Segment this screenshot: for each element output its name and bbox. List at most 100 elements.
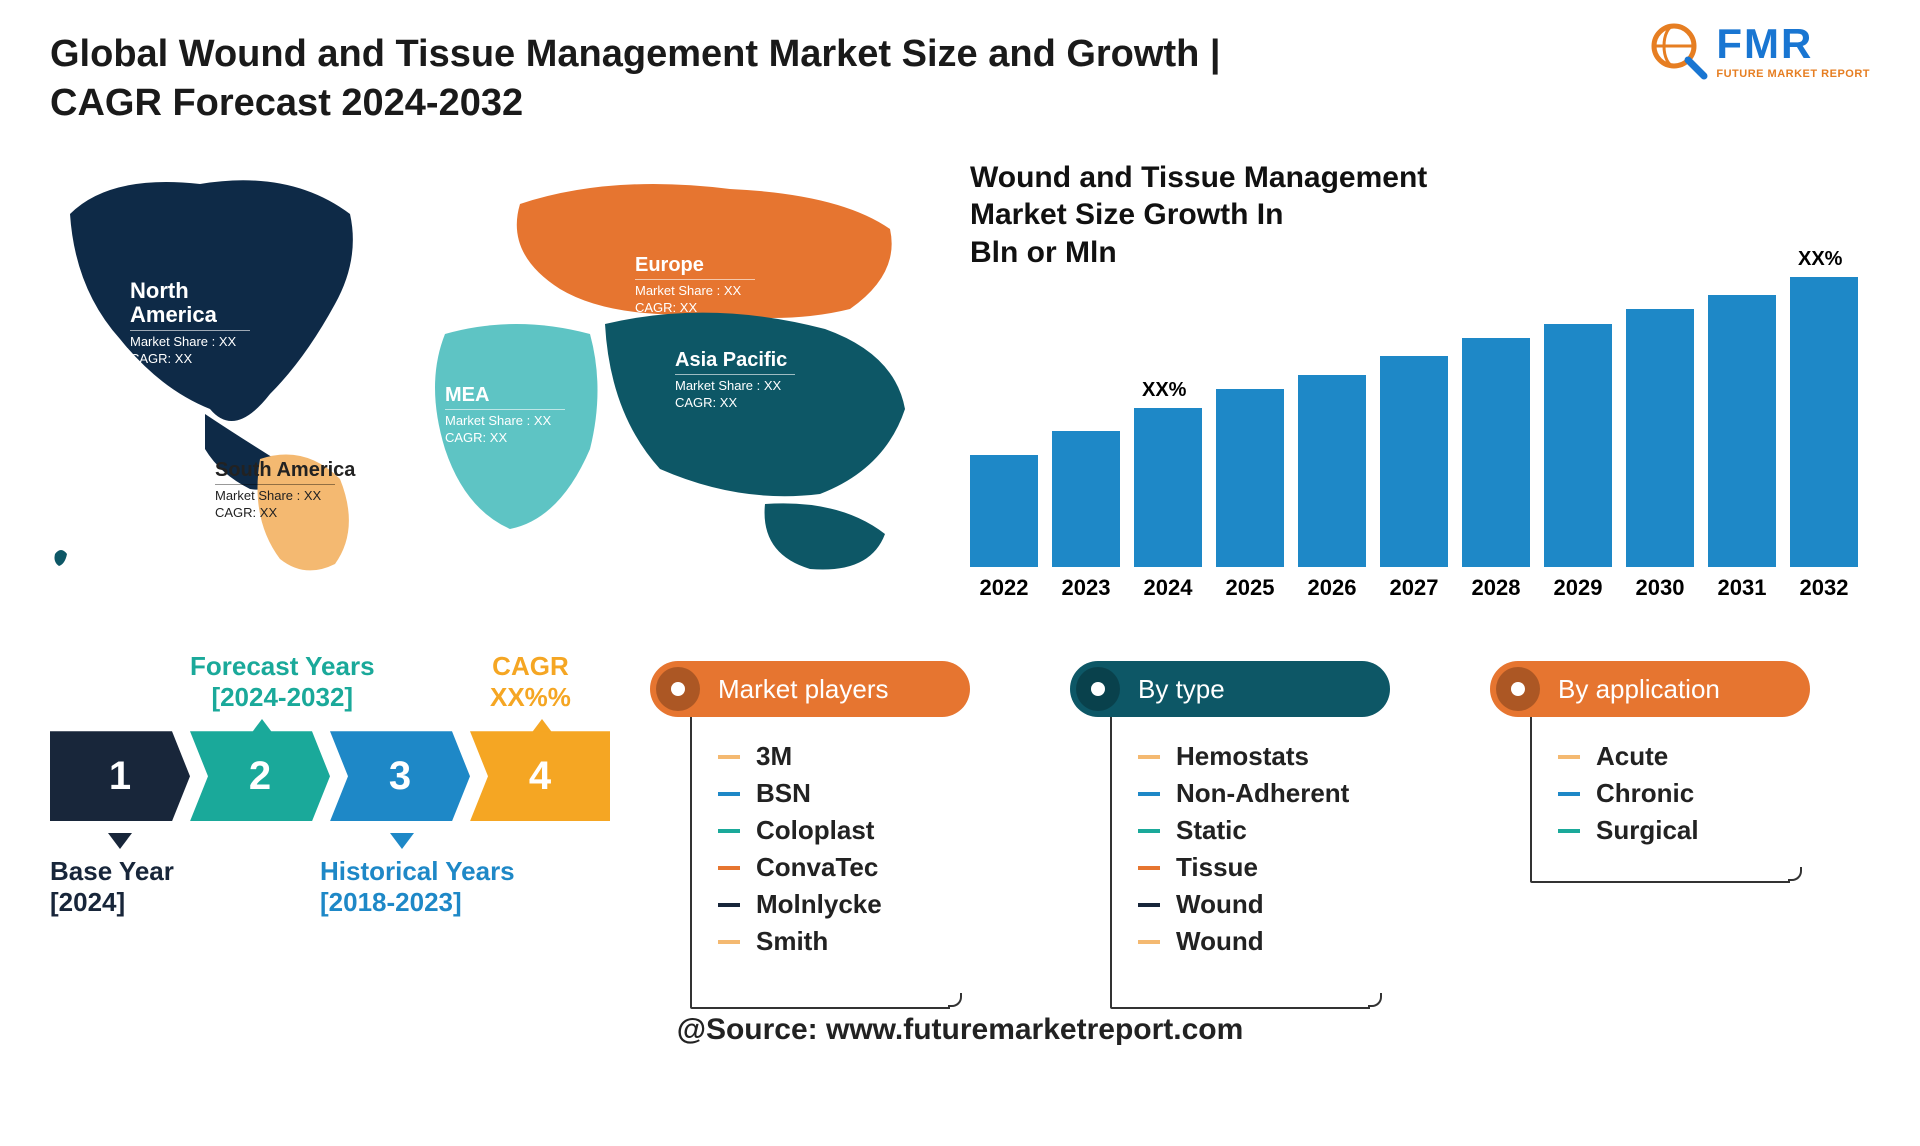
bar-2029: 2029 — [1544, 324, 1612, 602]
list-item: Wound — [1138, 889, 1450, 920]
pill-dot-icon — [656, 667, 700, 711]
list-item-text: Non-Adherent — [1176, 778, 1349, 809]
logo-text-main: FMR — [1716, 20, 1870, 68]
list-item-text: Acute — [1596, 741, 1668, 772]
list-item-text: BSN — [756, 778, 811, 809]
list-item: Smith — [718, 926, 1030, 957]
region-label-sa: South AmericaMarket Share : XXCAGR: XX — [215, 459, 355, 522]
list-item: Static — [1138, 815, 1450, 846]
bar-2031: 2031 — [1708, 295, 1776, 601]
timeline-segment-4: 4 — [470, 731, 610, 821]
bullet-icon — [1558, 829, 1580, 833]
bar-2026: 2026 — [1298, 375, 1366, 601]
bar-year-label: 2032 — [1800, 575, 1849, 601]
list-item-text: Molnlycke — [756, 889, 882, 920]
region-label-eu: EuropeMarket Share : XXCAGR: XX — [635, 254, 755, 317]
chart-title: Wound and Tissue ManagementMarket Size G… — [970, 159, 1870, 272]
timeline-segment-1: 1 — [50, 731, 190, 821]
bullet-icon — [1138, 755, 1160, 759]
bullet-icon — [718, 940, 740, 944]
list-item: Hemostats — [1138, 741, 1450, 772]
list-item-text: Tissue — [1176, 852, 1258, 883]
historical-years-label: Historical Years[2018-2023] — [320, 856, 515, 918]
list-item: 3M — [718, 741, 1030, 772]
logo-text-sub: FUTURE MARKET REPORT — [1716, 68, 1870, 80]
bar-year-label: 2024 — [1144, 575, 1193, 601]
bar-value-label: XX% — [1798, 248, 1842, 271]
timeline: Forecast Years[2024-2032] CAGRXX%% 1234 … — [50, 661, 610, 821]
bar-year-label: 2026 — [1308, 575, 1357, 601]
list-item: Chronic — [1558, 778, 1870, 809]
bar-year-label: 2022 — [980, 575, 1029, 601]
list-item: Tissue — [1138, 852, 1450, 883]
bullet-icon — [1558, 755, 1580, 759]
bullet-icon — [1138, 940, 1160, 944]
list-item: Surgical — [1558, 815, 1870, 846]
list-item-text: Surgical — [1596, 815, 1699, 846]
bar-2024: 2024 — [1134, 408, 1202, 601]
cagr-label: CAGRXX%% — [490, 651, 571, 713]
bar-year-label: 2023 — [1062, 575, 1111, 601]
list-item-text: Smith — [756, 926, 828, 957]
category-list: Hemostats Non-Adherent Static Tissue Wound Wo… — [1138, 741, 1450, 957]
bar-year-label: 2027 — [1390, 575, 1439, 601]
list-item: BSN — [718, 778, 1030, 809]
bar-2022: 2022 — [970, 455, 1038, 602]
category-list: Acute Chronic Surgical — [1558, 741, 1870, 846]
pill-dot-icon — [1076, 667, 1120, 711]
timeline-segment-2: 2 — [190, 731, 330, 821]
category-title: By application — [1558, 674, 1720, 705]
bullet-icon — [1138, 792, 1160, 796]
category-pill: Market players — [650, 661, 970, 717]
bullet-icon — [1558, 792, 1580, 796]
bar-year-label: 2031 — [1718, 575, 1767, 601]
world-map: NorthAmericaMarket Share : XXCAGR: XXSou… — [50, 159, 920, 579]
bar-year-label: 2028 — [1472, 575, 1521, 601]
list-item: Acute — [1558, 741, 1870, 772]
list-item-text: 3M — [756, 741, 792, 772]
list-item-text: Wound — [1176, 926, 1264, 957]
bullet-icon — [1138, 903, 1160, 907]
list-item-text: Chronic — [1596, 778, 1694, 809]
category-title: Market players — [718, 674, 889, 705]
bar-2032: 2032 — [1790, 277, 1858, 602]
category-list: 3M BSN Coloplast ConvaTec Molnlycke Smith — [718, 741, 1030, 957]
bar-2025: 2025 — [1216, 389, 1284, 601]
region-label-ap: Asia PacificMarket Share : XXCAGR: XX — [675, 349, 795, 412]
globe-magnifier-icon — [1648, 20, 1708, 80]
bar-2023: 2023 — [1052, 431, 1120, 601]
growth-bar-chart: Wound and Tissue ManagementMarket Size G… — [950, 159, 1870, 602]
category-by-application: By application Acute Chronic Surgical — [1490, 661, 1870, 963]
list-item: Molnlycke — [718, 889, 1030, 920]
list-item-text: Static — [1176, 815, 1247, 846]
bullet-icon — [718, 829, 740, 833]
base-arrow-icon — [108, 833, 132, 849]
bullet-icon — [1138, 866, 1160, 870]
region-label-mea: MEAMarket Share : XXCAGR: XX — [445, 384, 565, 447]
category-title: By type — [1138, 674, 1225, 705]
category-by-type: By type Hemostats Non-Adherent Static Tissue… — [1070, 661, 1450, 963]
category-pill: By type — [1070, 661, 1390, 717]
list-item: ConvaTec — [718, 852, 1030, 883]
forecast-years-label: Forecast Years[2024-2032] — [190, 651, 375, 713]
list-item-text: Coloplast — [756, 815, 874, 846]
bar-year-label: 2029 — [1554, 575, 1603, 601]
list-item-text: Hemostats — [1176, 741, 1309, 772]
bullet-icon — [1138, 829, 1160, 833]
list-item: Non-Adherent — [1138, 778, 1450, 809]
bar-value-label: XX% — [1142, 379, 1186, 402]
bar-2027: 2027 — [1380, 356, 1448, 601]
hist-arrow-icon — [390, 833, 414, 849]
bar-year-label: 2025 — [1226, 575, 1275, 601]
bar-2030: 2030 — [1626, 309, 1694, 601]
fmr-logo: FMR FUTURE MARKET REPORT — [1648, 20, 1870, 80]
list-item: Coloplast — [718, 815, 1030, 846]
bullet-icon — [718, 792, 740, 796]
bar-year-label: 2030 — [1636, 575, 1685, 601]
source-attribution: @Source: www.futuremarketreport.com — [50, 1013, 1870, 1047]
bullet-icon — [718, 866, 740, 870]
page-title: Global Wound and Tissue Management Marke… — [50, 30, 1250, 129]
category-market-players: Market players 3M BSN Coloplast ConvaTec Moln… — [650, 661, 1030, 963]
bar-2028: 2028 — [1462, 338, 1530, 602]
base-year-label: Base Year[2024] — [50, 856, 174, 918]
